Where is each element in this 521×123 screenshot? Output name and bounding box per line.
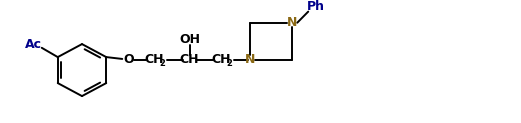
Text: 2: 2	[226, 59, 232, 68]
Text: Ph: Ph	[307, 0, 325, 13]
Text: CH: CH	[212, 53, 231, 66]
Text: OH: OH	[180, 33, 201, 46]
Text: CH: CH	[144, 53, 164, 66]
Text: N: N	[245, 53, 255, 66]
Text: O: O	[123, 53, 133, 66]
Text: N: N	[287, 16, 297, 29]
Text: Ac: Ac	[25, 38, 42, 51]
Text: CH: CH	[180, 53, 199, 66]
Text: 2: 2	[159, 59, 165, 68]
